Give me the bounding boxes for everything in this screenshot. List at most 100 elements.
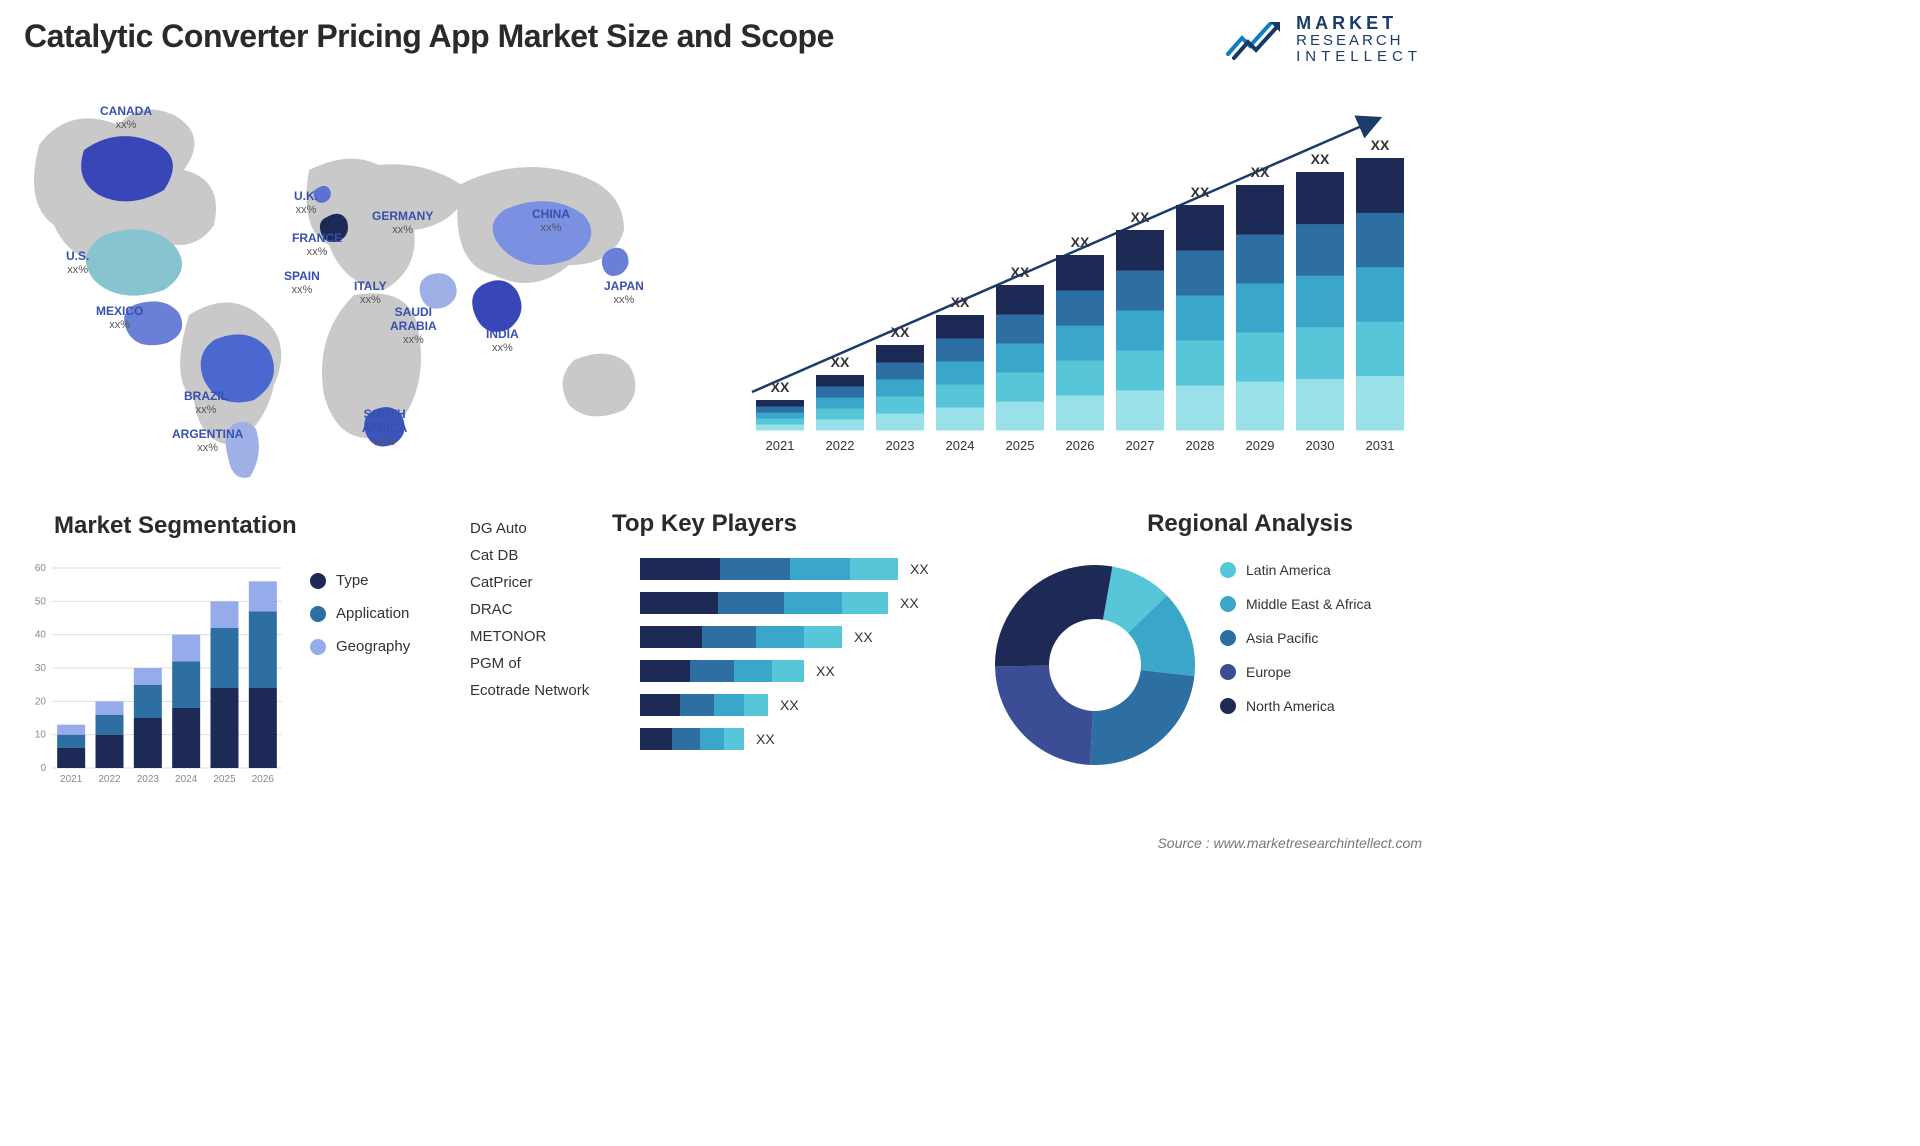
map-label-us: U.S.xx% [66,250,89,276]
legend-dot-icon [310,573,326,589]
logo-text-3: INTELLECT [1296,49,1422,65]
svg-text:2025: 2025 [213,774,236,785]
svg-text:XX: XX [1191,184,1210,200]
svg-text:2031: 2031 [1366,438,1395,453]
player-name: Cat DB [470,547,600,564]
svg-text:XX: XX [1071,234,1090,250]
seg-legend-application: Application [310,605,410,622]
player-name: DRAC [470,601,600,618]
svg-text:XX: XX [756,731,775,747]
svg-text:2030: 2030 [1306,438,1335,453]
brand-logo: MARKET RESEARCH INTELLECT [1226,14,1422,64]
player-name: PGM of [470,655,600,672]
legend-label: Application [336,605,409,622]
svg-text:2027: 2027 [1126,438,1155,453]
svg-text:XX: XX [771,379,790,395]
svg-text:50: 50 [35,596,47,607]
map-label-spain: SPAINxx% [284,270,320,296]
legend-dot-icon [1220,664,1236,680]
svg-text:XX: XX [951,294,970,310]
map-label-italy: ITALYxx% [354,280,387,306]
svg-text:XX: XX [1011,264,1030,280]
svg-text:0: 0 [40,763,46,774]
svg-text:XX: XX [900,595,919,611]
segmentation-legend: Type Application Geography [310,572,410,655]
page-title: Catalytic Converter Pricing App Market S… [24,18,834,55]
regional-donut [980,550,1210,780]
map-label-japan: JAPANxx% [604,280,644,306]
svg-text:2023: 2023 [137,774,160,785]
region-legend-item: Europe [1220,664,1371,680]
svg-text:20: 20 [35,696,47,707]
segmentation-title: Market Segmentation [54,512,454,540]
map-saudi [420,273,457,308]
svg-text:2023: 2023 [886,438,915,453]
legend-dot-icon [310,606,326,622]
logo-text-2: RESEARCH [1296,33,1422,49]
region-legend-item: North America [1220,698,1371,714]
map-label-canada: CANADAxx% [100,105,152,131]
svg-text:60: 60 [35,563,47,574]
map-canada [81,136,173,201]
region-legend-item: Asia Pacific [1220,630,1371,646]
svg-text:XX: XX [910,561,929,577]
map-label-france: FRANCExx% [292,232,342,258]
legend-label: Europe [1246,664,1291,680]
regional-section: Regional Analysis Latin AmericaMiddle Ea… [980,510,1430,538]
svg-text:2021: 2021 [766,438,795,453]
svg-text:XX: XX [831,354,850,370]
logo-text-1: MARKET [1296,14,1422,33]
region-legend-item: Latin America [1220,562,1371,578]
world-map-panel: CANADAxx% U.S.xx% MEXICOxx% BRAZILxx% ARGENT… [14,80,714,490]
svg-text:2029: 2029 [1246,438,1275,453]
map-label-brazil: BRAZILxx% [184,390,228,416]
forecast-bar-chart: XX2021XX2022XX2023XX2024XX2025XX2026XX20… [740,90,1420,490]
svg-text:2028: 2028 [1186,438,1215,453]
svg-text:XX: XX [1251,164,1270,180]
svg-text:XX: XX [854,629,873,645]
legend-dot-icon [1220,698,1236,714]
player-name: CatPricer [470,574,600,591]
legend-dot-icon [1220,562,1236,578]
legend-dot-icon [310,639,326,655]
map-label-argentina: ARGENTINAxx% [172,428,243,454]
map-label-mexico: MEXICOxx% [96,305,143,331]
legend-dot-icon [1220,630,1236,646]
map-label-southafrica: SOUTHAFRICAxx% [362,408,407,448]
map-label-saudiarabia: SAUDIARABIAxx% [390,306,437,346]
svg-text:2024: 2024 [175,774,198,785]
legend-label: Latin America [1246,562,1331,578]
player-name: DG Auto [470,520,600,537]
map-label-uk: U.K.xx% [294,190,318,216]
player-name: METONOR [470,628,600,645]
seg-legend-type: Type [310,572,410,589]
seg-legend-geography: Geography [310,638,410,655]
svg-text:2026: 2026 [1066,438,1095,453]
svg-text:XX: XX [1311,151,1330,167]
svg-text:2022: 2022 [98,774,121,785]
map-label-china: CHINAxx% [532,208,570,234]
svg-text:10: 10 [35,730,47,741]
svg-text:XX: XX [816,663,835,679]
svg-text:2026: 2026 [252,774,275,785]
svg-text:2025: 2025 [1006,438,1035,453]
map-label-germany: GERMANYxx% [372,210,433,236]
svg-text:XX: XX [780,697,799,713]
legend-label: Asia Pacific [1246,630,1318,646]
svg-text:2022: 2022 [826,438,855,453]
legend-label: Middle East & Africa [1246,596,1371,612]
players-chart: XX XX XX XX XX XX [640,558,970,778]
players-title: Top Key Players [612,510,797,538]
map-label-india: INDIAxx% [486,328,519,354]
svg-text:40: 40 [35,630,47,641]
player-name: Ecotrade Network [470,682,600,699]
legend-dot-icon [1220,596,1236,612]
svg-text:30: 30 [35,663,47,674]
svg-text:XX: XX [891,324,910,340]
legend-label: Type [336,572,369,589]
regional-legend: Latin America Middle East & Africa Asia Pa… [1220,562,1371,714]
map-india [472,280,521,332]
regional-title: Regional Analysis [1070,510,1430,538]
svg-text:2021: 2021 [60,774,83,785]
logo-icon [1226,16,1286,62]
